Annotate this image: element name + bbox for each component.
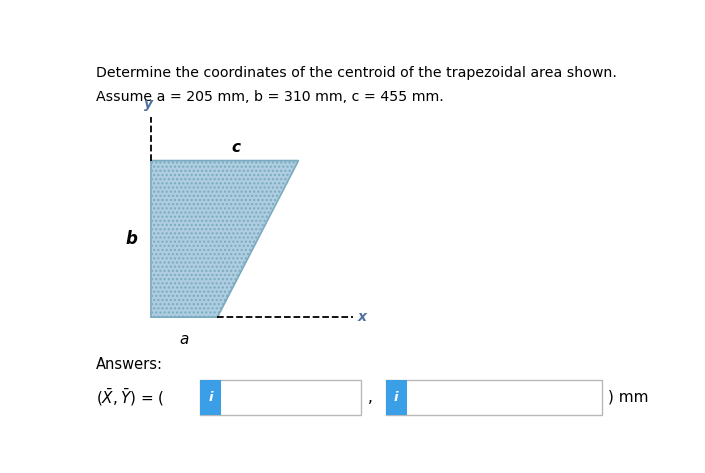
Text: c: c <box>231 140 240 155</box>
Text: y: y <box>144 97 153 112</box>
Bar <box>200 380 362 415</box>
Text: Determine the coordinates of the centroid of the trapezoidal area shown.: Determine the coordinates of the centroi… <box>97 66 617 80</box>
Text: ) mm: ) mm <box>608 390 649 405</box>
Text: x: x <box>357 310 367 324</box>
Text: b: b <box>126 230 137 248</box>
Text: Answers:: Answers: <box>97 357 164 372</box>
Text: i: i <box>208 391 213 404</box>
Text: $(\bar{X}, \bar{Y})$ = (: $(\bar{X}, \bar{Y})$ = ( <box>97 387 165 408</box>
Text: i: i <box>394 391 398 404</box>
Bar <box>386 380 407 415</box>
Bar <box>200 380 221 415</box>
Bar <box>386 380 602 415</box>
Text: ,: , <box>368 390 373 405</box>
Text: a: a <box>180 332 189 347</box>
Text: Assume a = 205 mm, b = 310 mm, c = 455 mm.: Assume a = 205 mm, b = 310 mm, c = 455 m… <box>97 89 444 104</box>
Polygon shape <box>151 160 298 317</box>
